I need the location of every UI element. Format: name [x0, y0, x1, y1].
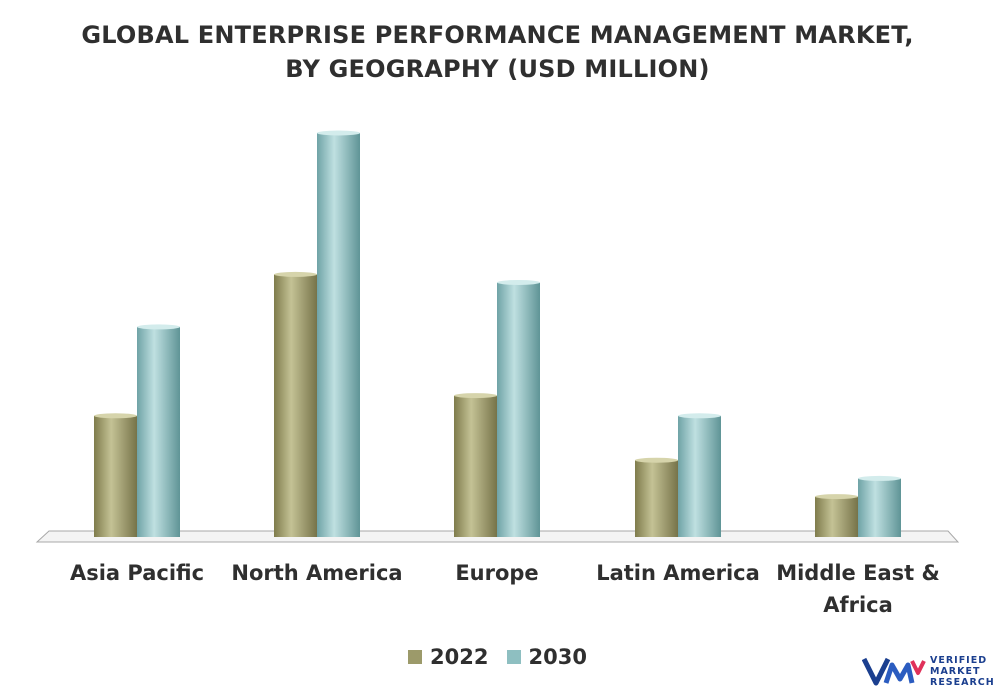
bar-2022-europe — [454, 395, 497, 537]
bar-2030-europe — [497, 282, 540, 537]
legend: 2022 2030 — [0, 645, 995, 669]
bar-cap-2030-middle-east-africa — [858, 475, 901, 481]
bar-cap-2022-latin-america — [635, 457, 678, 463]
legend-item-2022: 2022 — [408, 645, 489, 669]
bar-cap-2030-europe — [497, 279, 540, 285]
vmr-logo-text: VERIFIED MARKET RESEARCH — [930, 655, 995, 688]
bar-chart: Asia Pacific North America Europe Latin Ame… — [35, 130, 960, 617]
bars-group — [94, 130, 901, 537]
x-tick-label: Latin America — [596, 561, 760, 585]
bar-cap-2022-europe — [454, 393, 497, 399]
bar-cap-2022-middle-east-africa — [815, 494, 858, 500]
bar-2022-latin-america — [635, 460, 678, 537]
legend-swatch-2022 — [408, 650, 423, 664]
legend-item-2030: 2030 — [506, 645, 587, 669]
legend-label-2030: 2030 — [528, 645, 587, 669]
legend-label-2022: 2022 — [430, 645, 489, 669]
x-tick-label: Europe — [455, 561, 538, 585]
x-tick-label: Asia Pacific — [70, 561, 204, 585]
logo-line-2: MARKET — [930, 666, 981, 677]
x-axis-labels: Asia Pacific North America Europe Latin Ame… — [70, 561, 940, 617]
bar-2022-middle-east-africa — [815, 496, 858, 537]
bar-cap-2030-latin-america — [678, 413, 721, 419]
bar-cap-2022-north-america — [274, 271, 317, 277]
bar-cap-2030-north-america — [317, 130, 360, 136]
bar-cap-2022-asia-pacific — [94, 413, 137, 419]
bar-cap-2030-asia-pacific — [137, 324, 180, 330]
vmr-logo: VERIFIED MARKET RESEARCH — [861, 653, 995, 689]
bar-2030-north-america — [317, 133, 360, 537]
bar-2030-middle-east-africa — [858, 478, 901, 537]
legend-swatch-2030 — [506, 650, 521, 664]
bar-2022-north-america — [274, 274, 317, 537]
x-tick-label: Middle East & Africa — [776, 561, 940, 617]
bar-2030-latin-america — [678, 415, 721, 537]
x-tick-label: North America — [231, 561, 402, 585]
title-line-1: GLOBAL ENTERPRISE PERFORMANCE MANAGEMENT… — [81, 21, 914, 49]
vmr-logo-mark — [861, 657, 926, 686]
logo-line-1: VERIFIED — [930, 655, 988, 666]
title-line-2: BY GEOGRAPHY (USD MILLION) — [285, 55, 710, 83]
chart-title: GLOBAL ENTERPRISE PERFORMANCE MANAGEMENT… — [0, 18, 995, 86]
logo-line-3: RESEARCH — [930, 677, 995, 688]
bar-2022-asia-pacific — [94, 415, 137, 537]
bar-2030-asia-pacific — [137, 326, 180, 537]
